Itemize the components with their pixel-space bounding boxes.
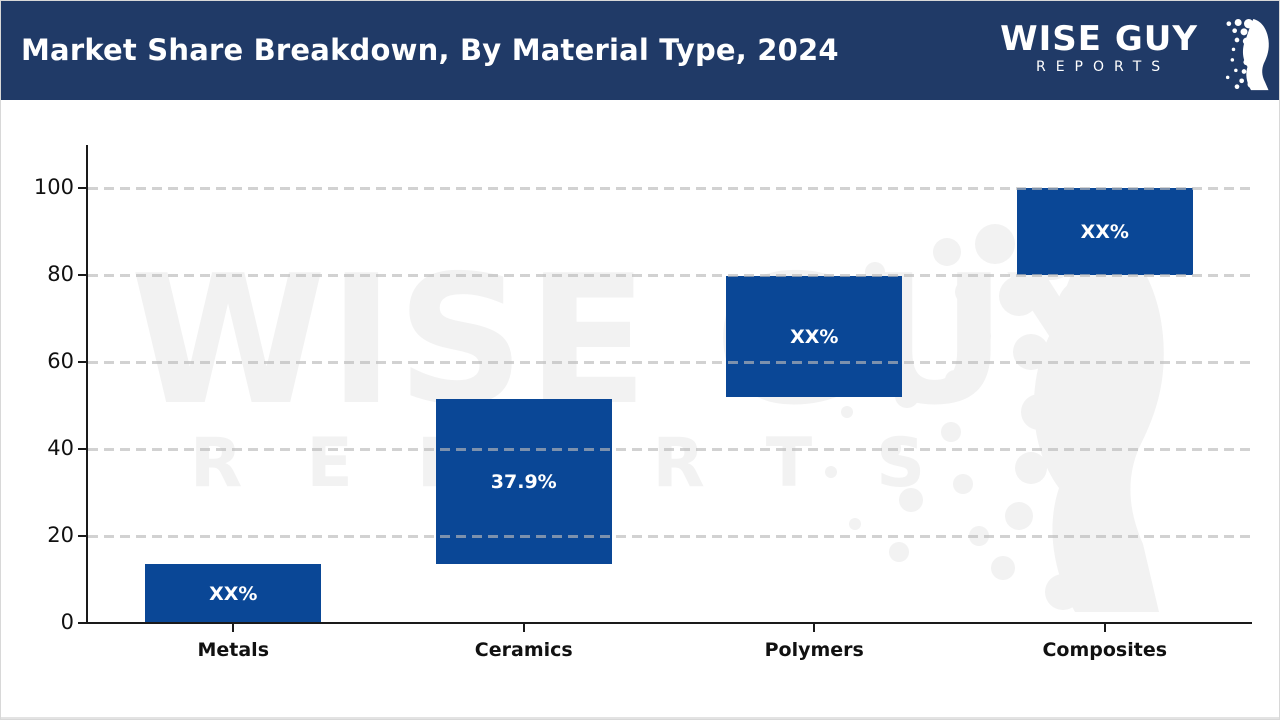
bar-label-composites: XX% [1080,220,1129,243]
gridline-100 [88,187,1250,190]
x-tick-label-composites: Composites [1042,639,1168,661]
chart-area: WISE GUY REPORTS 020406080100XX%37.9%XX%… [0,100,1280,717]
logo-wordmark: WISE GUY [1000,19,1198,59]
y-axis-line [86,145,88,624]
logo-head-icon [1225,19,1269,91]
y-tick-mark-80 [78,274,86,276]
x-tick-mark-metals [232,624,235,632]
footer-strip [0,717,1280,720]
gridline-40 [88,448,1250,451]
bar-ceramics: 37.9% [435,399,612,565]
bar-label-metals: XX% [209,582,258,605]
y-tick-label-100: 100 [33,175,74,199]
x-tick-mark-polymers [813,624,816,632]
bar-composites: XX% [1016,188,1193,275]
logo-text: WISE GUY REPORTS [1000,22,1198,75]
x-tick-label-ceramics: Ceramics [474,639,573,661]
y-tick-label-0: 0 [60,610,74,634]
y-tick-label-40: 40 [47,436,74,460]
page-title: Market Share Breakdown, By Material Type… [21,33,839,67]
gridline-20 [88,535,1250,538]
y-tick-label-20: 20 [47,523,74,547]
gridline-60 [88,361,1250,364]
wise-guy-reports-logo: WISE GUY REPORTS [1000,8,1272,92]
bar-label-polymers: XX% [790,325,839,348]
bar-label-ceramics: 37.9% [490,470,557,493]
y-tick-mark-40 [78,448,86,450]
x-tick-mark-ceramics [522,624,525,632]
y-tick-mark-20 [78,535,86,537]
y-tick-mark-60 [78,361,86,363]
x-tick-mark-composites [1103,624,1106,632]
x-tick-label-metals: Metals [197,639,270,661]
bar-metals: XX% [145,564,322,623]
gridline-80 [88,274,1250,277]
x-tick-label-polymers: Polymers [764,639,864,661]
header-bar: Market Share Breakdown, By Material Type… [0,0,1280,100]
y-tick-label-60: 60 [47,349,74,373]
y-tick-label-80: 80 [47,262,74,286]
y-tick-mark-100 [78,187,86,189]
logo-subtitle: REPORTS [1035,59,1171,75]
y-tick-mark-0 [78,622,86,624]
bar-polymers: XX% [726,276,903,397]
x-axis-line [86,622,1252,624]
